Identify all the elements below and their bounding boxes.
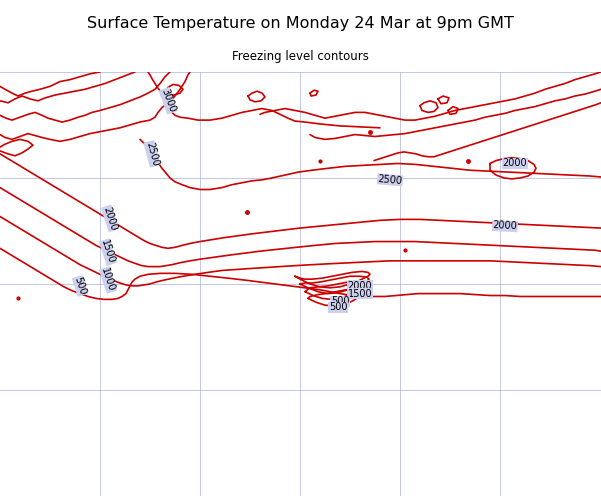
Text: Surface Temperature on Monday 24 Mar at 9pm GMT: Surface Temperature on Monday 24 Mar at … — [87, 15, 514, 31]
Text: Freezing level contours: Freezing level contours — [232, 50, 369, 62]
Text: 500: 500 — [331, 296, 349, 307]
Text: 3000: 3000 — [159, 88, 177, 114]
Text: 500: 500 — [329, 302, 347, 312]
Text: 2000: 2000 — [492, 221, 517, 232]
Text: 2500: 2500 — [144, 140, 160, 167]
Text: 2000: 2000 — [348, 281, 372, 291]
Text: 2000: 2000 — [102, 205, 118, 232]
Text: 1000: 1000 — [99, 267, 117, 293]
Text: 500: 500 — [72, 276, 88, 296]
Text: 2500: 2500 — [377, 174, 403, 186]
Text: 1500: 1500 — [348, 289, 372, 299]
Text: 1500: 1500 — [99, 239, 117, 265]
Text: 2000: 2000 — [502, 159, 527, 169]
